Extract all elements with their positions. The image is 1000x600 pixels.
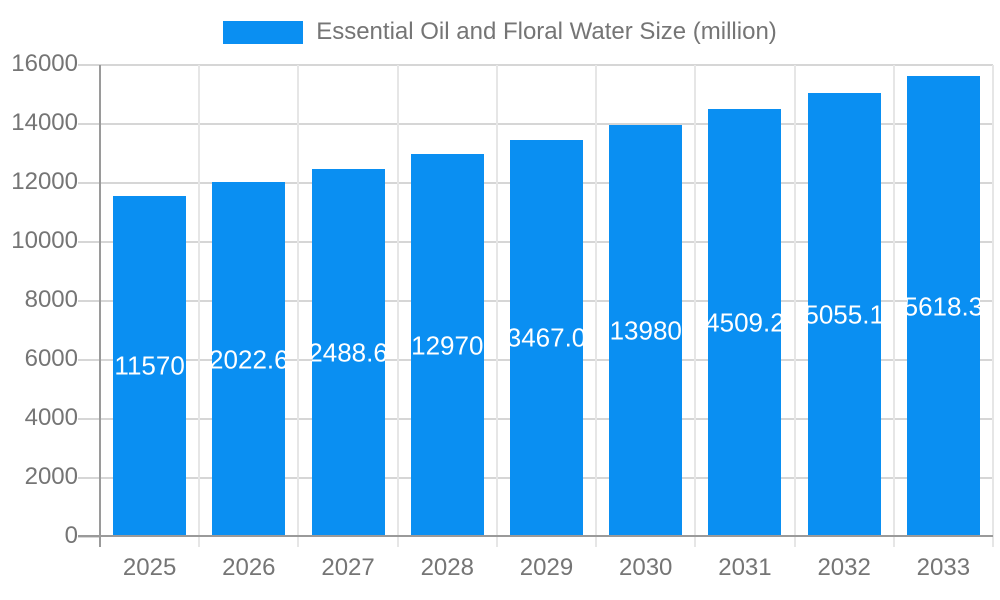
x-tick-label: 2026 — [222, 554, 276, 581]
x-tick-label: 2028 — [420, 554, 474, 581]
y-tick-label: 6000 — [24, 345, 78, 372]
x-tick-label: 2027 — [321, 554, 375, 581]
bar-value-label: 12022.64 — [212, 344, 286, 375]
y-tick-label: 16000 — [11, 50, 78, 77]
bar-value-label: 11570 — [114, 350, 185, 381]
y-tick-label: 4000 — [24, 404, 78, 431]
legend-swatch-icon — [223, 20, 304, 44]
y-tick-label: 2000 — [24, 463, 78, 490]
bar[interactable]: 12970 — [410, 154, 484, 537]
y-axis-line — [99, 65, 101, 547]
y-tick-mark — [78, 359, 100, 361]
v-gridline — [396, 65, 399, 547]
x-axis-line — [78, 535, 993, 537]
x-tick-label: 2033 — [916, 554, 971, 581]
v-gridline — [694, 65, 697, 547]
bar-value-label: 13467.05 — [510, 322, 583, 353]
v-gridline — [595, 65, 598, 547]
h-gridline — [100, 64, 993, 66]
bar-value-label: 14509.28 — [708, 307, 782, 338]
bar[interactable]: 12022.64 — [212, 182, 286, 537]
bar-value-label: 12488.62 — [311, 337, 385, 368]
y-tick-mark — [78, 300, 100, 302]
y-tick-mark — [78, 418, 100, 420]
plot-area: 0 2000 4000 6000 8000 10000 12000 14000 16000 115… — [11, 52, 994, 580]
x-tick-label: 2031 — [718, 554, 772, 581]
y-tick-mark — [78, 477, 100, 479]
bar[interactable]: 13980 — [609, 124, 683, 537]
y-tick-mark — [78, 64, 100, 66]
x-tick-label: 2029 — [519, 554, 574, 581]
y-tick-mark — [78, 241, 100, 243]
v-gridline — [992, 65, 994, 547]
y-tick-mark — [78, 123, 100, 125]
y-tick-label: 8000 — [24, 286, 78, 313]
y-tick-mark — [78, 182, 100, 184]
bar[interactable]: 15055.13 — [807, 92, 881, 537]
v-gridline — [198, 65, 201, 547]
bar[interactable]: 13467.05 — [510, 139, 583, 537]
x-tick-label: 2032 — [817, 554, 871, 581]
y-tick-label: 12000 — [11, 168, 78, 195]
bar[interactable]: 12488.62 — [311, 168, 385, 537]
y-tick-label: 14000 — [11, 109, 78, 136]
bar-value-label: 15055.13 — [807, 299, 881, 330]
bar-value-label: 12970 — [411, 330, 484, 361]
legend-label: Essential Oil and Floral Water Size (mil… — [316, 18, 777, 45]
y-tick-label: 10000 — [11, 227, 78, 254]
x-tick-label: 2030 — [619, 554, 673, 581]
v-gridline — [297, 65, 300, 547]
bar-value-label: 13980 — [609, 315, 682, 346]
x-tick-label: 2025 — [122, 554, 177, 581]
h-gridline — [100, 123, 993, 125]
bar[interactable]: 14509.28 — [708, 108, 782, 537]
v-gridline — [793, 65, 796, 547]
v-gridline — [495, 65, 498, 547]
v-gridline — [892, 65, 895, 547]
y-tick-mark — [78, 536, 100, 538]
legend[interactable]: Essential Oil and Floral Water Size (mil… — [0, 14, 1000, 50]
y-tick-label: 0 — [64, 522, 78, 549]
bar[interactable]: 11570 — [113, 195, 187, 537]
